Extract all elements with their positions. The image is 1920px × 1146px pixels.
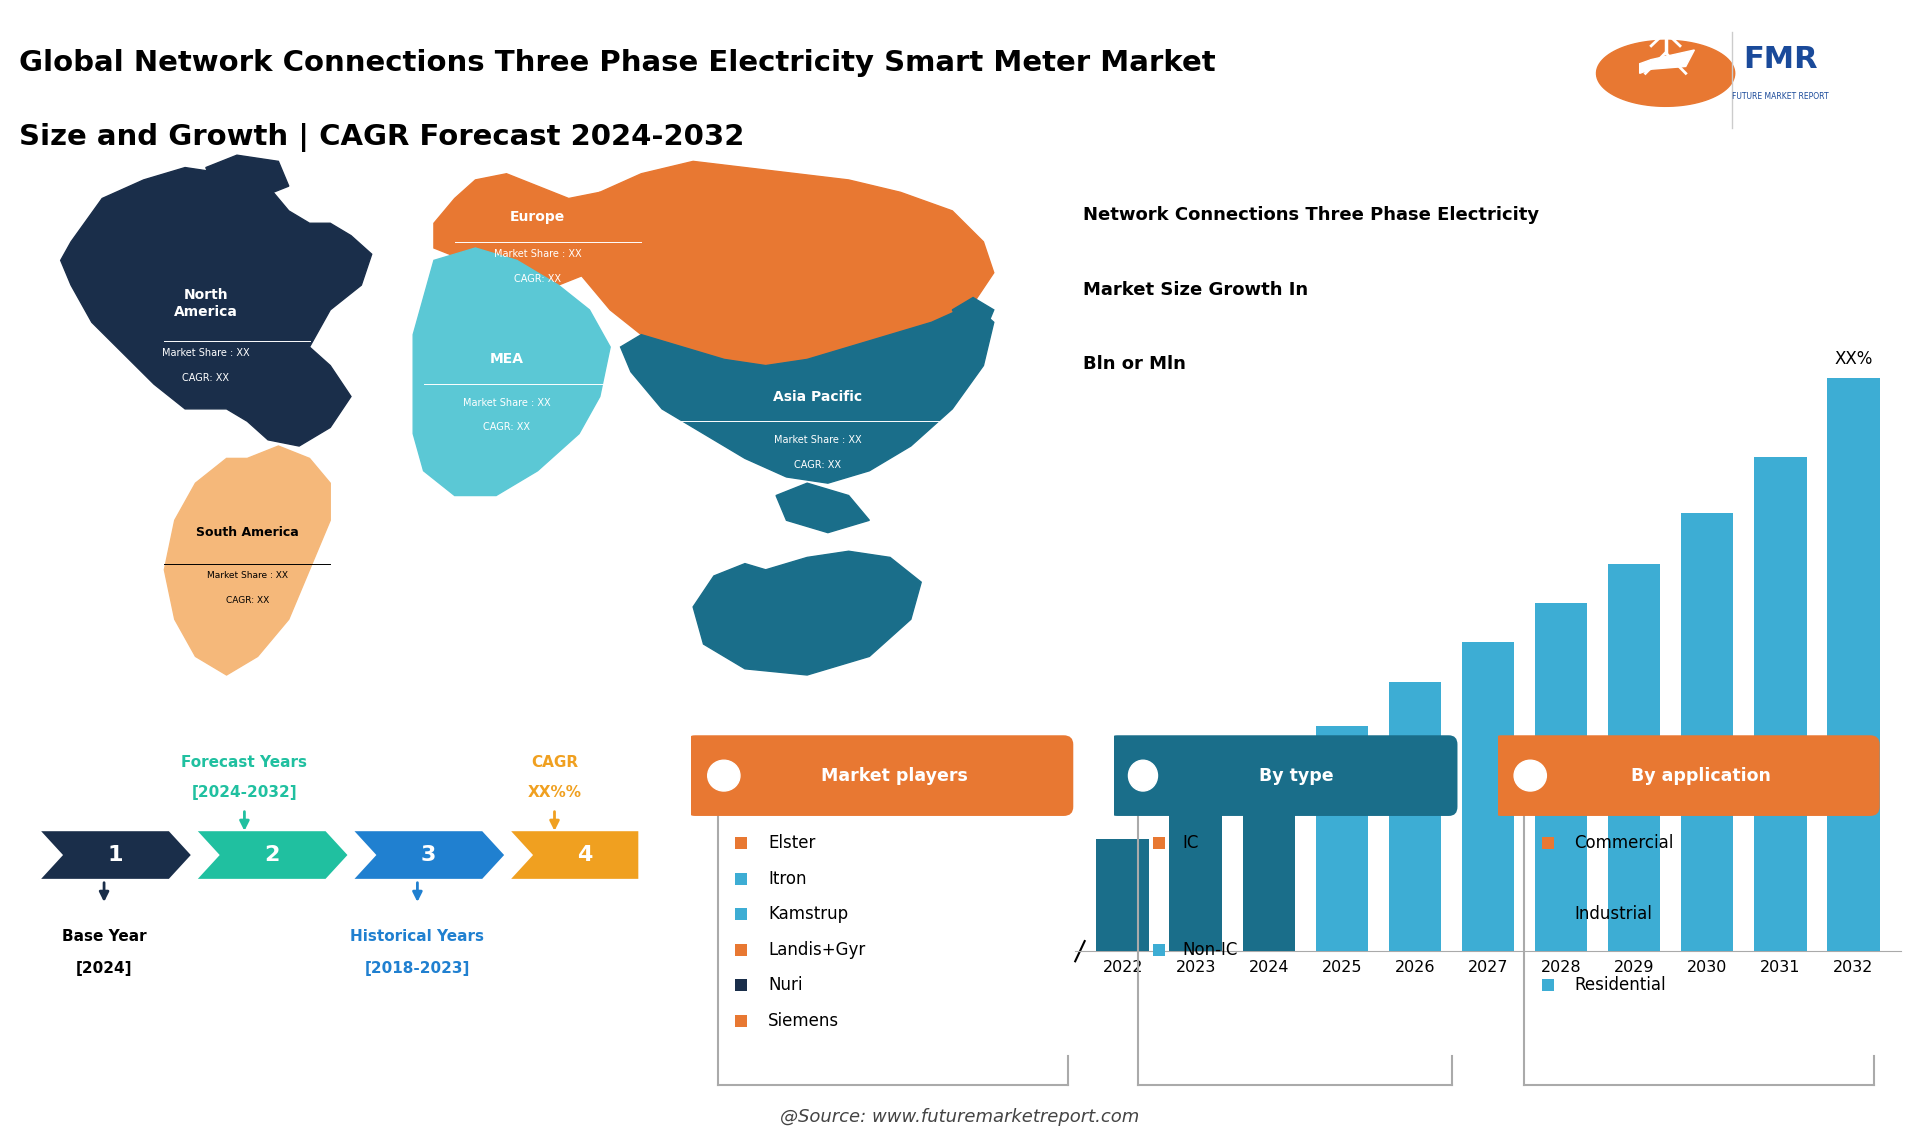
FancyBboxPatch shape [685, 736, 1073, 816]
Polygon shape [693, 551, 922, 675]
Bar [1169, 800, 1221, 951]
Polygon shape [1651, 50, 1693, 69]
Text: CAGR: XX: CAGR: XX [227, 596, 269, 605]
Text: North
America: North America [175, 288, 238, 320]
Polygon shape [196, 830, 349, 880]
Text: CAGR: CAGR [532, 755, 578, 770]
Text: CAGR: XX: CAGR: XX [515, 274, 561, 284]
Text: Market Share : XX: Market Share : XX [463, 398, 551, 408]
Text: South America: South America [196, 526, 300, 539]
Bar [1096, 839, 1148, 951]
Text: Non-IC: Non-IC [1183, 941, 1238, 959]
Text: Market Share : XX: Market Share : XX [493, 249, 582, 259]
Text: CAGR: XX: CAGR: XX [182, 372, 228, 383]
Text: XX%%: XX%% [528, 785, 582, 800]
Text: FUTURE MARKET REPORT: FUTURE MARKET REPORT [1732, 92, 1830, 101]
Text: Size and Growth | CAGR Forecast 2024-2032: Size and Growth | CAGR Forecast 2024-203… [19, 124, 745, 152]
Text: Industrial: Industrial [1574, 905, 1653, 924]
Polygon shape [509, 830, 639, 880]
Polygon shape [413, 248, 611, 495]
Text: Landis+Gyr: Landis+Gyr [768, 941, 866, 959]
Bar [1680, 513, 1734, 951]
Text: CAGR: XX: CAGR: XX [795, 460, 841, 470]
Polygon shape [61, 167, 372, 446]
Text: MEA: MEA [490, 352, 524, 367]
Bar [1755, 457, 1807, 951]
Text: FMR: FMR [1743, 45, 1818, 74]
Text: Global Network Connections Three Phase Electricity Smart Meter Market: Global Network Connections Three Phase E… [19, 48, 1215, 77]
Text: Market Share : XX: Market Share : XX [161, 348, 250, 359]
Text: Base Year: Base Year [61, 929, 146, 944]
Text: [2018-2023]: [2018-2023] [365, 961, 470, 976]
Polygon shape [205, 155, 288, 198]
Text: XX%: XX% [1834, 351, 1872, 368]
Text: Residential: Residential [1574, 976, 1667, 995]
Polygon shape [952, 298, 995, 335]
Text: Market Share : XX: Market Share : XX [207, 572, 288, 581]
Text: Historical Years: Historical Years [351, 929, 484, 944]
Text: Europe: Europe [511, 210, 564, 225]
Polygon shape [165, 446, 330, 675]
Text: 2: 2 [265, 845, 280, 865]
Text: 1: 1 [108, 845, 123, 865]
Bar [1461, 642, 1515, 951]
Text: Forecast Years: Forecast Years [180, 755, 307, 770]
Text: CAGR: XX: CAGR: XX [484, 423, 530, 432]
Polygon shape [1640, 60, 1651, 73]
Polygon shape [776, 484, 870, 533]
Text: [2024-2032]: [2024-2032] [192, 785, 298, 800]
Bar [1315, 727, 1369, 951]
Text: Market Size Growth In: Market Size Growth In [1083, 281, 1308, 299]
Text: Kamstrup: Kamstrup [768, 905, 849, 924]
Bar [1828, 378, 1880, 951]
Text: [2024]: [2024] [75, 961, 132, 976]
Polygon shape [620, 304, 995, 484]
Text: IC: IC [1183, 834, 1200, 853]
FancyBboxPatch shape [1108, 736, 1457, 816]
Text: Market players: Market players [822, 767, 968, 785]
Polygon shape [351, 830, 505, 880]
Bar [1388, 682, 1442, 951]
Text: Siemens: Siemens [768, 1012, 839, 1030]
Text: 4: 4 [578, 845, 593, 865]
Text: By type: By type [1260, 767, 1334, 785]
Text: Market Share : XX: Market Share : XX [774, 434, 862, 445]
Text: Asia Pacific: Asia Pacific [774, 390, 862, 403]
Polygon shape [434, 174, 651, 285]
Text: By application: By application [1632, 767, 1770, 785]
Text: Itron: Itron [768, 870, 806, 888]
FancyBboxPatch shape [1492, 736, 1880, 816]
Polygon shape [568, 162, 995, 366]
Text: Elster: Elster [768, 834, 816, 853]
Bar [1242, 766, 1296, 951]
Text: Network Connections Three Phase Electricity: Network Connections Three Phase Electric… [1083, 206, 1538, 225]
Text: Nuri: Nuri [768, 976, 803, 995]
Text: @Source: www.futuremarketreport.com: @Source: www.futuremarketreport.com [780, 1108, 1140, 1127]
Circle shape [1129, 760, 1158, 791]
Circle shape [1515, 760, 1546, 791]
Text: XX%: XX% [1250, 738, 1288, 755]
Text: Commercial: Commercial [1574, 834, 1674, 853]
Polygon shape [1597, 40, 1734, 107]
Text: Bln or Mln: Bln or Mln [1083, 355, 1185, 374]
Text: 3: 3 [420, 845, 436, 865]
Circle shape [708, 760, 739, 791]
Polygon shape [38, 830, 192, 880]
Bar [1534, 603, 1588, 951]
Bar [1607, 564, 1661, 951]
